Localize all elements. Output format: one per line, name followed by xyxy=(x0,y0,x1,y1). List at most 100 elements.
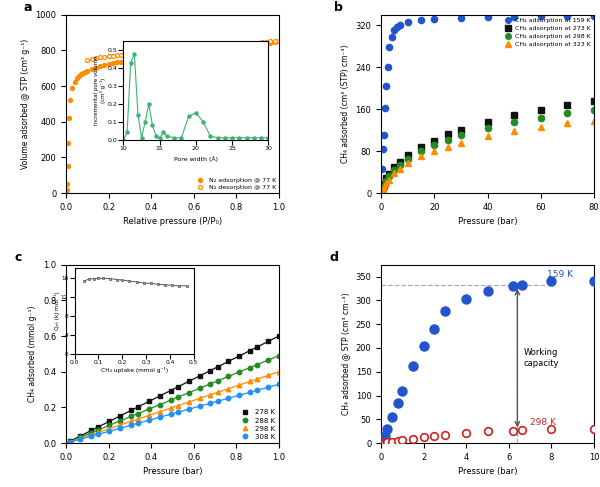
N₂ desorption @ 77 K xyxy=(229,44,236,50)
308 K xyxy=(134,420,142,426)
N₂ desorption @ 77 K xyxy=(250,40,257,46)
298 K xyxy=(156,409,163,414)
298 K xyxy=(95,430,102,435)
N₂ desorption @ 77 K xyxy=(190,48,197,54)
CH₄ adsorption at 273 K xyxy=(380,184,387,190)
N₂ desorption @ 77 K xyxy=(97,54,104,60)
288 K xyxy=(214,378,221,384)
CH₄ adsorption at 159 K xyxy=(394,24,401,30)
CH₄ adsorption at 323 K xyxy=(378,190,385,196)
CH₄ adsorption at 159 K xyxy=(384,64,391,70)
N₂ adsorption @ 77 K xyxy=(258,43,265,49)
N₂ adsorption @ 77 K xyxy=(71,78,78,85)
N₂ desorption @ 77 K xyxy=(267,38,274,44)
X-axis label: Pressure (bar): Pressure (bar) xyxy=(143,468,202,476)
CH₄ adsorption at 298 K xyxy=(484,125,491,131)
CH₄ adsorption at 323 K xyxy=(378,188,385,194)
CH₄ adsorption at 159 K xyxy=(378,189,385,195)
Text: c: c xyxy=(15,251,22,264)
Y-axis label: CH₄ adsorbed @ STP (cm³ cm⁻³): CH₄ adsorbed @ STP (cm³ cm⁻³) xyxy=(341,293,350,415)
CH₄ adsorption at 159 K xyxy=(457,15,464,20)
CH₄ adsorption at 298 K xyxy=(378,190,385,196)
CH₄ adsorption at 323 K xyxy=(378,189,385,195)
308 K xyxy=(156,414,163,420)
N₂ adsorption @ 77 K xyxy=(250,46,257,52)
CH₄ adsorption at 159 K xyxy=(380,132,388,138)
288 K xyxy=(88,430,95,436)
CH₄ adsorption at 298 K xyxy=(418,148,425,154)
CH₄ adsorption at 298 K xyxy=(379,187,386,193)
CH₄ adsorption at 298 K xyxy=(564,111,571,116)
278 K xyxy=(88,428,95,433)
298 K xyxy=(116,422,124,428)
278 K xyxy=(185,378,192,384)
308 K xyxy=(95,431,102,437)
308 K xyxy=(185,406,192,412)
Text: 298 K: 298 K xyxy=(530,418,556,427)
N₂ desorption @ 77 K xyxy=(207,47,214,53)
N₂ adsorption @ 77 K xyxy=(271,39,278,45)
N₂ desorption @ 77 K xyxy=(263,39,270,45)
CH₄ adsorption at 298 K xyxy=(444,137,451,143)
N₂ adsorption @ 77 K xyxy=(64,164,71,169)
308 K xyxy=(265,384,272,390)
X-axis label: Pressure (bar): Pressure (bar) xyxy=(458,218,517,226)
298 K xyxy=(275,369,283,375)
278 K xyxy=(247,348,254,354)
N₂ adsorption @ 77 K xyxy=(254,45,261,51)
N₂ adsorption @ 77 K xyxy=(63,187,70,192)
308 K xyxy=(174,409,181,415)
298 K xyxy=(265,373,272,378)
N₂ desorption @ 77 K xyxy=(173,49,181,55)
N₂ adsorption @ 77 K xyxy=(263,42,270,48)
N₂ desorption @ 77 K xyxy=(164,50,172,56)
N₂ desorption @ 77 K xyxy=(211,46,218,52)
N₂ adsorption @ 77 K xyxy=(267,40,274,46)
288 K xyxy=(236,369,243,375)
CH₄ adsorption at 323 K xyxy=(396,166,403,172)
CH₄ adsorption at 159 K xyxy=(511,14,518,19)
CH₄ adsorption at 298 K xyxy=(590,107,598,113)
N₂ adsorption @ 77 K xyxy=(105,61,112,67)
278 K xyxy=(225,358,232,364)
CH₄ adsorption at 323 K xyxy=(380,186,387,192)
CH₄ adsorption at 273 K xyxy=(444,131,451,137)
N₂ adsorption @ 77 K xyxy=(179,52,187,58)
CH₄ adsorption at 159 K xyxy=(391,27,398,33)
308 K xyxy=(77,436,84,442)
CH₄ adsorption at 159 K xyxy=(378,186,385,192)
308 K xyxy=(254,387,261,393)
N₂ desorption @ 77 K xyxy=(92,55,100,61)
CH₄ adsorption at 323 K xyxy=(385,177,392,183)
CH₄ adsorption at 323 K xyxy=(404,160,412,166)
N₂ adsorption @ 77 K xyxy=(75,73,82,78)
CH₄ adsorption at 159 K xyxy=(380,146,387,151)
308 K xyxy=(207,400,214,406)
Text: a: a xyxy=(23,1,32,14)
308 K xyxy=(196,403,203,409)
298 K xyxy=(88,432,95,438)
308 K xyxy=(106,428,113,434)
278 K xyxy=(265,338,272,344)
N₂ adsorption @ 77 K xyxy=(137,56,144,62)
Line: 308 K: 308 K xyxy=(67,382,281,445)
278 K xyxy=(167,388,174,393)
N₂ adsorption @ 77 K xyxy=(201,51,208,56)
N₂ desorption @ 77 K xyxy=(126,51,133,57)
288 K xyxy=(106,422,113,428)
CH₄ adsorption at 273 K xyxy=(378,188,385,194)
N₂ adsorption @ 77 K xyxy=(92,65,100,71)
CH₄ adsorption at 298 K xyxy=(378,189,385,195)
298 K xyxy=(127,418,134,424)
Text: d: d xyxy=(330,251,339,264)
CH₄ adsorption at 273 K xyxy=(404,152,412,158)
CH₄ adsorption at 273 K xyxy=(383,175,390,181)
Line: 298 K: 298 K xyxy=(67,370,281,444)
N₂ adsorption @ 77 K xyxy=(211,51,218,56)
N₂ desorption @ 77 K xyxy=(131,51,138,57)
CH₄ adsorption at 273 K xyxy=(377,190,385,196)
288 K xyxy=(174,394,181,400)
278 K xyxy=(145,398,152,404)
CH₄ adsorption at 159 K xyxy=(385,44,392,50)
288 K xyxy=(77,434,84,440)
